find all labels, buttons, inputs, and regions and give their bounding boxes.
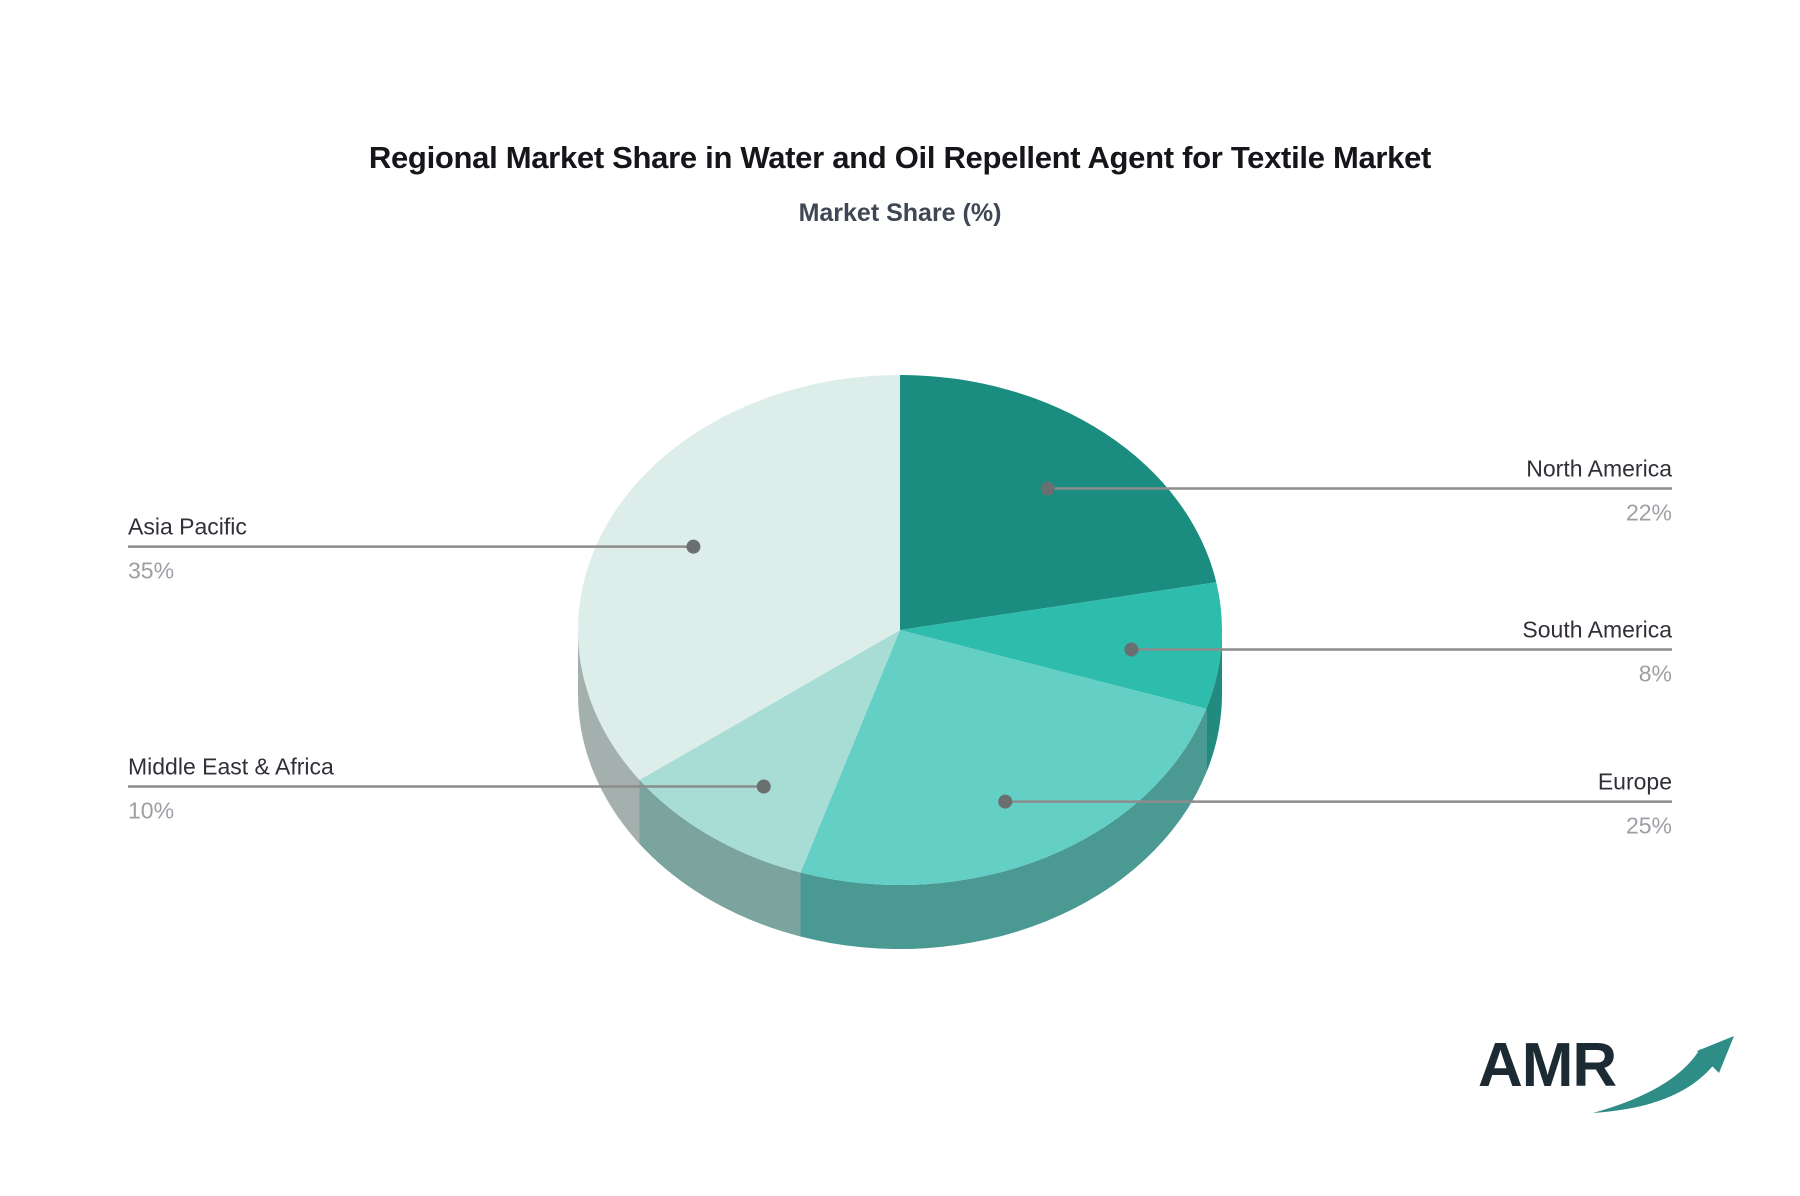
logo-arrow-head-icon [1697,1036,1734,1073]
slice-label-europe: Europe [1598,769,1672,795]
leader-dot-europe [998,794,1013,809]
pie-slice-wall-asia-pacific [578,630,640,844]
logo-text: AMR [1478,1031,1616,1100]
leader-dot-north-america [1040,481,1055,496]
chart-title: Regional Market Share in Water and Oil R… [368,140,1432,175]
slice-percent-south-america: 8% [1639,661,1672,687]
pie-slice-wall-south-america [1206,630,1222,773]
pie-slice-wall-middle-east-africa [639,779,801,937]
pie-slice-south-america[interactable] [900,582,1222,709]
amr-logo: AMR [1478,1031,1734,1113]
slice-percent-asia-pacific: 35% [128,558,174,584]
pie-slice-asia-pacific[interactable] [578,375,900,780]
leader-dot-middle-east-africa [756,779,771,794]
slice-percent-middle-east-africa: 10% [128,798,174,824]
slice-percent-europe: 25% [1626,813,1672,839]
slice-label-north-america: North America [1526,456,1672,482]
slice-label-south-america: South America [1522,617,1672,643]
pie-slice-europe[interactable] [800,630,1207,885]
pie-slice-wall-europe [800,708,1207,950]
leader-dot-south-america [1124,642,1139,657]
pie-slice-north-america[interactable] [900,375,1217,630]
pie-slice-middle-east-africa[interactable] [639,630,900,873]
leader-dot-asia-pacific [686,539,701,554]
pie-layer: North America 22% South America 8% Europe 25%… [128,375,1672,950]
chart-subtitle: Market Share (%) [798,199,1002,227]
slice-label-asia-pacific: Asia Pacific [128,514,247,540]
slice-label-middle-east-africa: Middle East & Africa [128,754,334,780]
slice-percent-north-america: 22% [1626,500,1672,526]
